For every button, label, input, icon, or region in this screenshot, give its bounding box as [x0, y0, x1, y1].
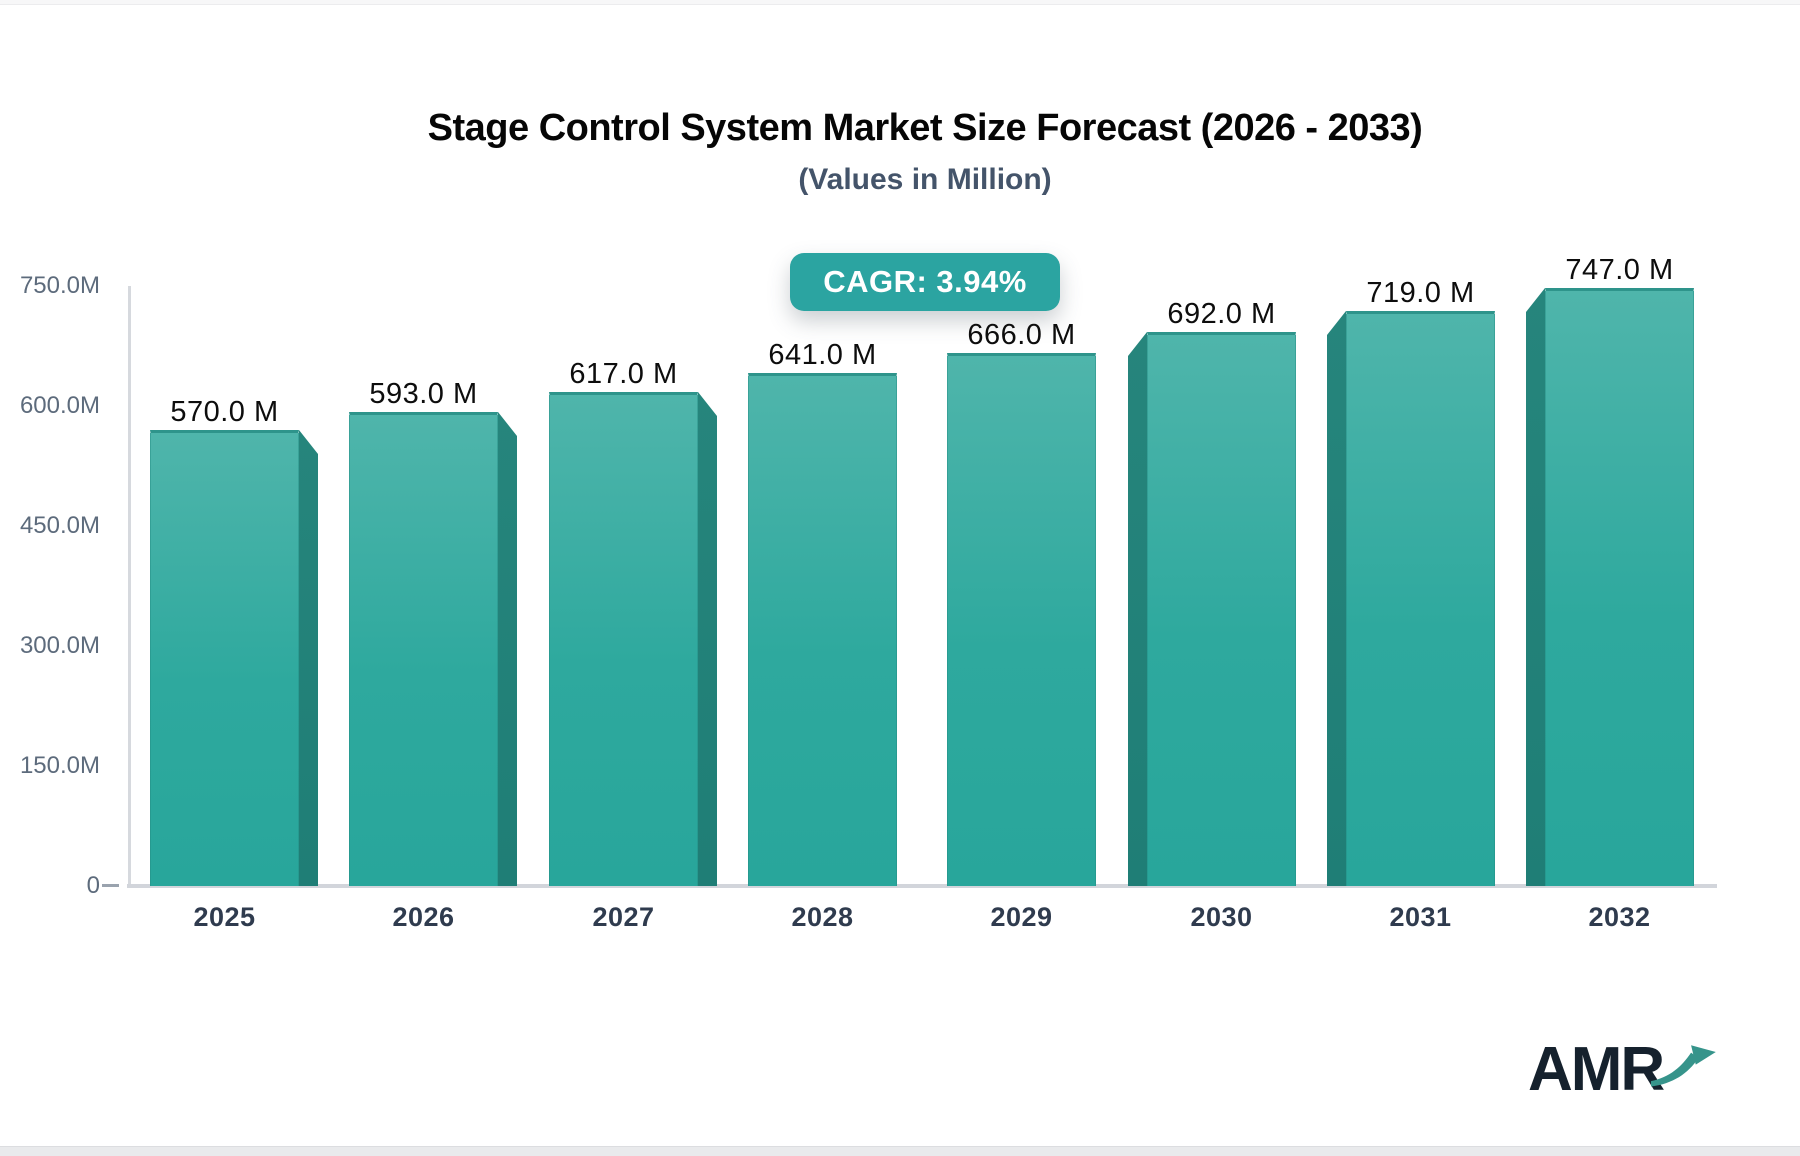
bar-3d-side	[698, 392, 717, 886]
cagr-badge: CAGR: 3.94%	[790, 253, 1060, 311]
bar-3d-side	[299, 430, 318, 886]
bar-value-label: 617.0 M	[569, 358, 678, 390]
bar-value-label: 692.0 M	[1167, 298, 1276, 330]
bar-value-label: 666.0 M	[967, 319, 1076, 351]
bar-2025	[150, 430, 299, 886]
bar-3d-side	[1327, 311, 1346, 886]
x-axis-label-2028: 2028	[791, 902, 854, 932]
chart-subtitle: (Values in Million)	[798, 163, 1052, 196]
x-axis-label-2025: 2025	[193, 902, 256, 932]
y-axis-tick-label: 600.0M	[19, 392, 100, 419]
bar-2027	[549, 392, 698, 886]
bar-3d-side	[1128, 332, 1147, 886]
y-axis-tick-label: 450.0M	[19, 512, 100, 539]
bar-2029	[947, 353, 1096, 886]
growth-arrow-icon	[1651, 1045, 1716, 1087]
y-axis-line	[128, 286, 131, 886]
top-edge-strip	[0, 0, 1800, 5]
cagr-badge-label: CAGR: 3.94%	[823, 264, 1027, 299]
bar-2032	[1545, 288, 1694, 886]
chart-title: Stage Control System Market Size Forecas…	[427, 107, 1423, 149]
bar-value-label: 641.0 M	[768, 339, 877, 371]
x-axis-label-2027: 2027	[592, 902, 655, 932]
y-axis-tick-label: 0	[86, 872, 100, 899]
bar-3d-side	[1526, 288, 1545, 886]
x-axis-baseline	[127, 884, 1717, 888]
bar-2028	[748, 373, 897, 886]
bottom-edge-strip	[0, 1146, 1800, 1156]
x-axis-label-2032: 2032	[1588, 902, 1651, 932]
bar-3d-side	[498, 412, 517, 886]
bar-2030	[1147, 332, 1296, 886]
y-axis-tick-label: 750.0M	[19, 272, 100, 299]
x-axis-label-2026: 2026	[392, 902, 455, 932]
x-axis-label-2031: 2031	[1389, 902, 1452, 932]
bar-value-label: 747.0 M	[1565, 254, 1674, 286]
bar-2026	[349, 412, 498, 886]
bar-value-label: 593.0 M	[369, 378, 478, 410]
x-axis-label-2029: 2029	[990, 902, 1053, 932]
bar-value-label: 570.0 M	[170, 396, 279, 428]
x-axis-label-2030: 2030	[1190, 902, 1253, 932]
y-axis-tick-label: 300.0M	[19, 632, 100, 659]
bar-value-label: 719.0 M	[1366, 277, 1475, 309]
y-axis-tick-label: 150.0M	[19, 752, 100, 779]
bar-2031	[1346, 311, 1495, 886]
amr-logo: AMR	[1528, 1030, 1718, 1110]
amr-logo-text: AMR	[1528, 1035, 1665, 1104]
zero-tick-mark	[102, 884, 119, 887]
